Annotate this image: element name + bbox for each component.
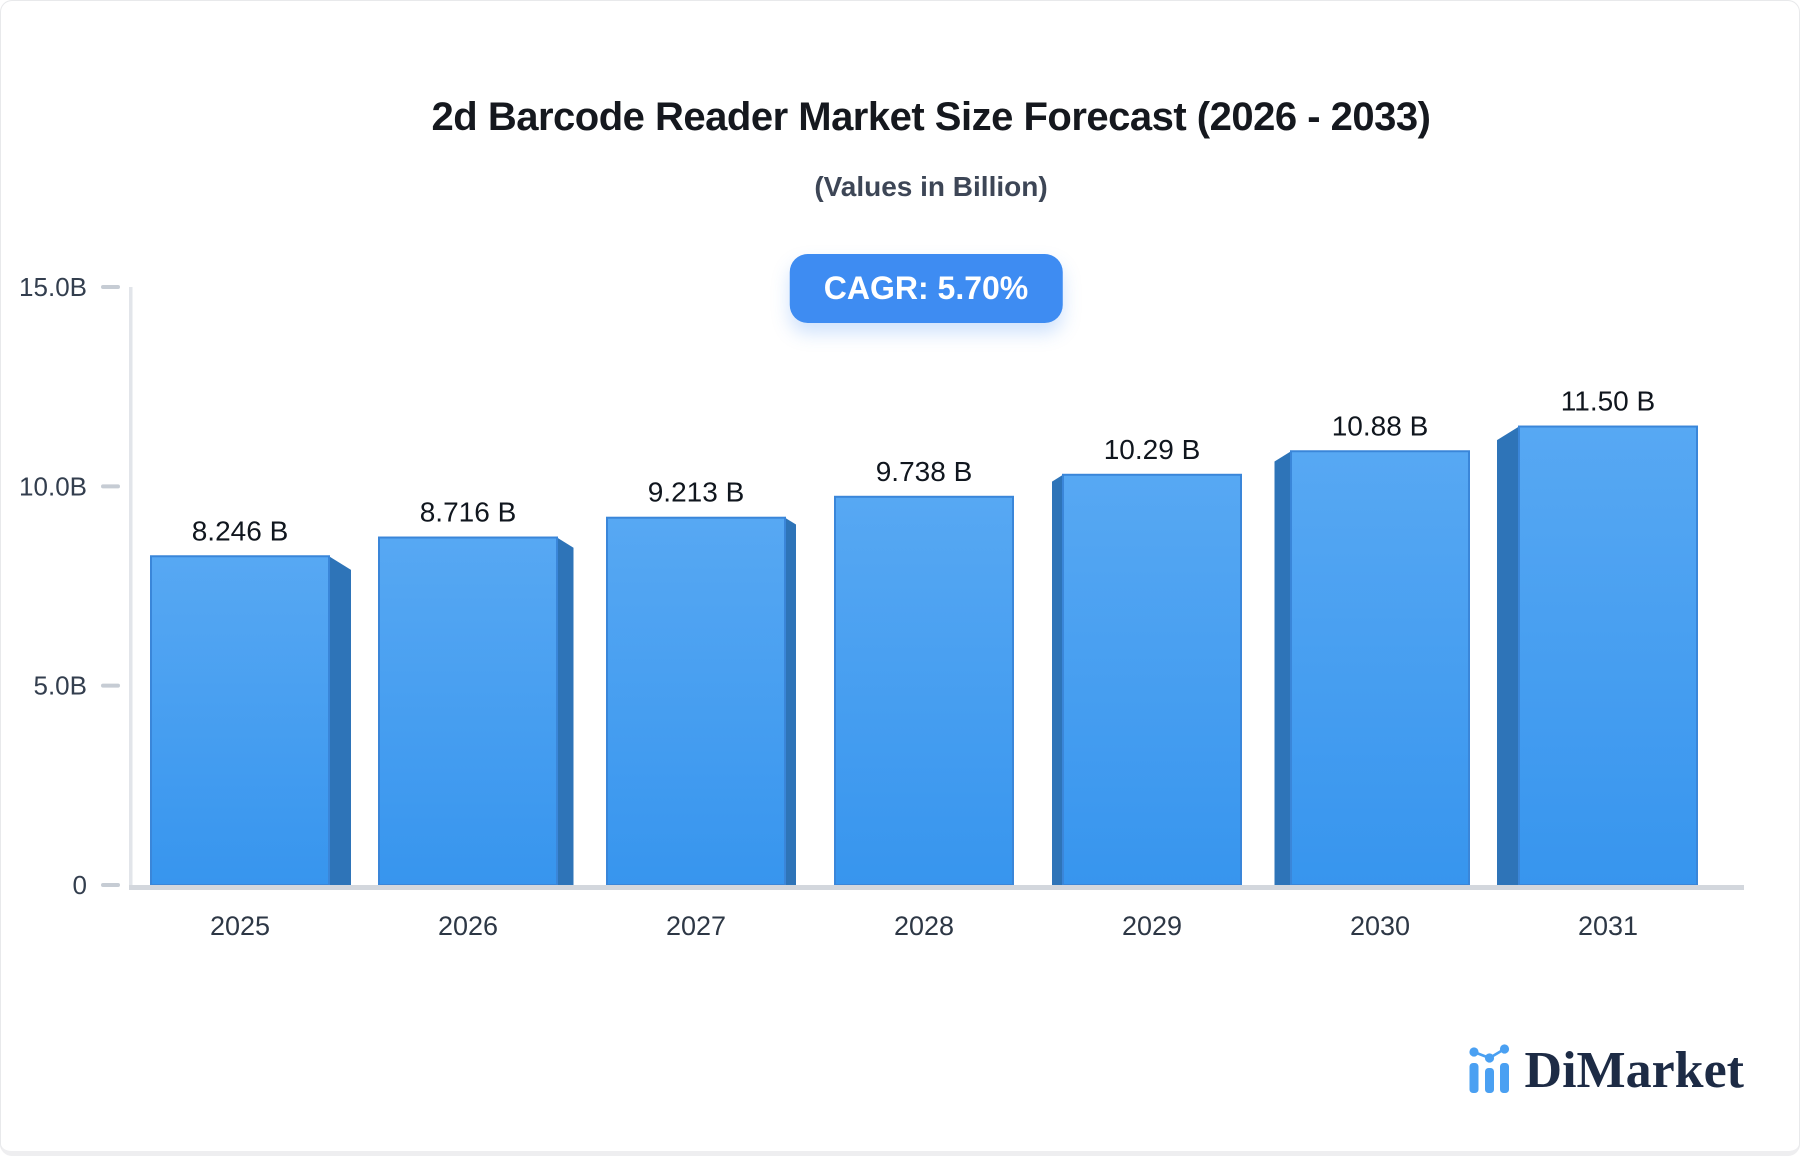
value-label-2027: 9.213 B	[648, 477, 745, 508]
x-label-2027: 2027	[666, 911, 726, 941]
bar-group-2029: 10.29 B	[1052, 434, 1242, 886]
brand-logo: DiMarket	[1468, 1042, 1744, 1100]
bar-side-face	[557, 537, 574, 885]
value-label-2028: 9.738 B	[876, 456, 973, 487]
y-tick-label: 10.0B	[19, 471, 87, 501]
x-label-2025: 2025	[210, 911, 270, 941]
bar-2025[interactable]	[150, 555, 330, 886]
value-label-2026: 8.716 B	[420, 497, 517, 528]
page-subtitle: (Values in Billion)	[814, 171, 1048, 202]
y-tick-mark	[101, 883, 120, 887]
mini-bar-line-chart-icon	[1468, 1044, 1509, 1093]
y-tick-label: 0	[73, 870, 87, 900]
value-label-2025: 8.246 B	[192, 515, 289, 546]
value-label-2030: 10.88 B	[1332, 410, 1429, 441]
x-label-2031: 2031	[1578, 911, 1638, 941]
y-tick-mark	[101, 484, 120, 489]
bar-2026[interactable]	[378, 536, 558, 887]
y-tick-label: 5.0B	[34, 671, 88, 701]
bar-group-2028: 9.738 B	[834, 456, 1014, 886]
bar-2028[interactable]	[834, 495, 1014, 886]
bar-side-face	[1052, 474, 1063, 885]
bar-2031[interactable]	[1518, 425, 1698, 886]
x-label-2030: 2030	[1350, 911, 1410, 941]
bar-side-face	[785, 517, 796, 885]
bar-side-face	[1274, 451, 1291, 885]
y-tick-label: 15.0B	[19, 272, 87, 302]
cagr-badge: CAGR: 5.70%	[789, 254, 1063, 323]
y-tick-mark	[101, 285, 120, 289]
bar-group-2030: 10.88 B	[1274, 410, 1470, 886]
value-label-2029: 10.29 B	[1104, 434, 1201, 465]
y-tick-mark	[101, 683, 120, 688]
x-label-2028: 2028	[894, 911, 954, 941]
value-label-2031: 11.50 B	[1561, 386, 1655, 417]
bar-group-2025: 8.246 B	[150, 515, 351, 886]
bar-2029[interactable]	[1062, 473, 1242, 886]
bar-2030[interactable]	[1290, 450, 1470, 886]
x-axis-baseline	[129, 885, 1744, 890]
bar-group-2026: 8.716 B	[378, 497, 574, 887]
page-title: 2d Barcode Reader Market Size Forecast (…	[431, 95, 1431, 139]
bar-2027[interactable]	[606, 516, 786, 886]
bar-side-face	[329, 556, 351, 885]
bar-group-2027: 9.213 B	[606, 477, 796, 886]
x-label-2026: 2026	[438, 911, 498, 941]
x-label-2029: 2029	[1122, 911, 1182, 941]
y-axis-line	[129, 287, 133, 890]
bar-side-face	[1497, 426, 1519, 885]
bar-group-2031: 11.50 B	[1497, 386, 1698, 886]
brand-name: DiMarket	[1524, 1042, 1744, 1100]
